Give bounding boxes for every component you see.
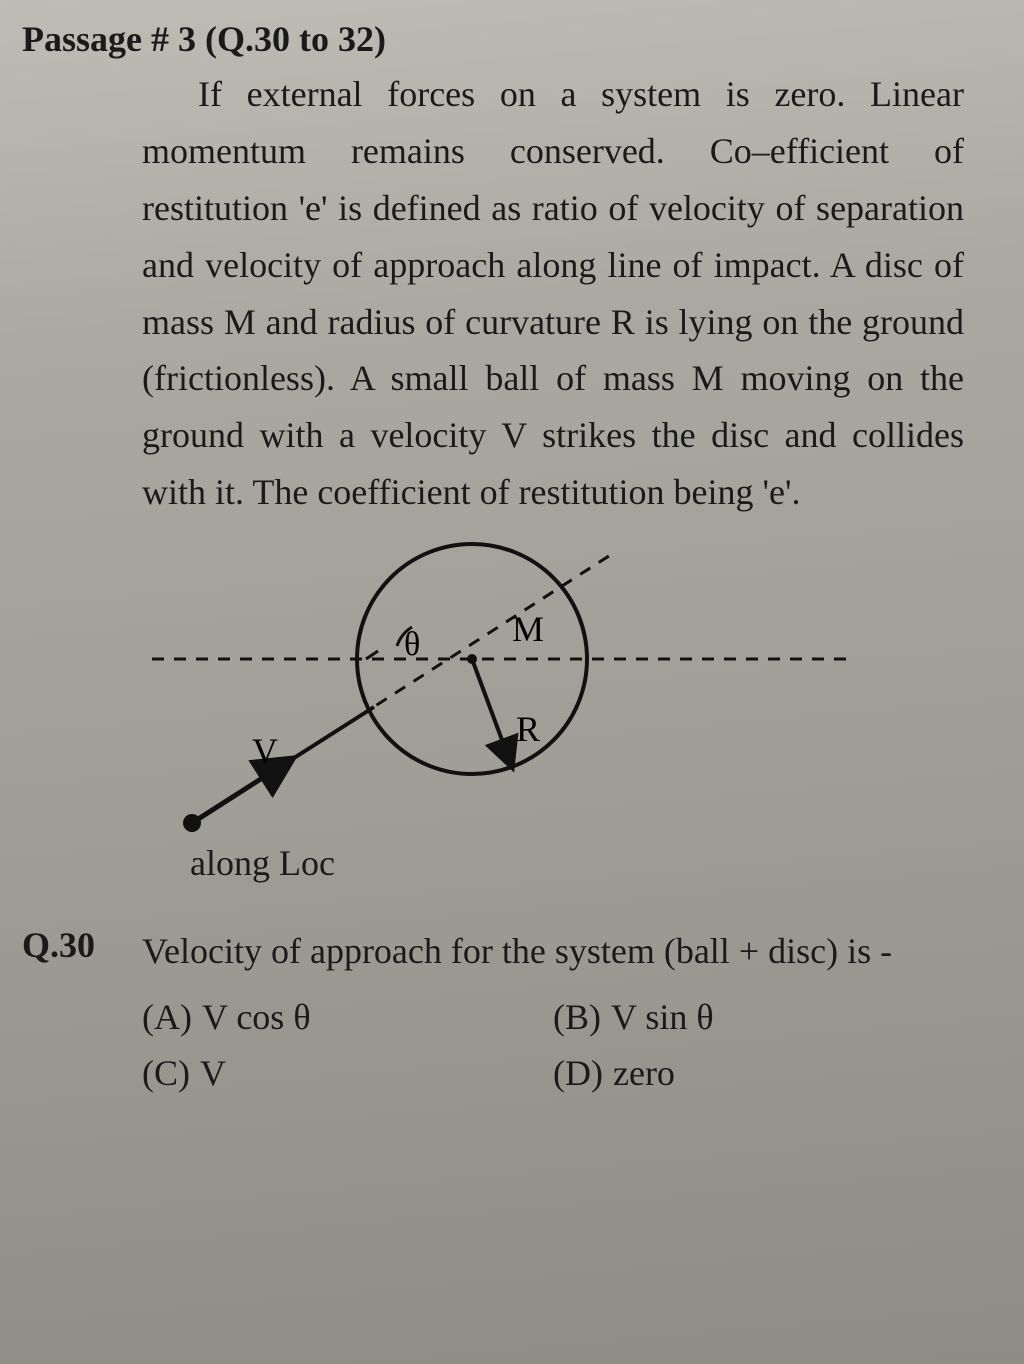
option-C-label: (C) [142,1052,190,1094]
passage-title: Passage # 3 (Q.30 to 32) [22,18,964,60]
option-A-label: (A) [142,996,192,1038]
option-C[interactable]: (C) V [142,1052,553,1094]
option-A-text: V cos θ [202,996,311,1038]
option-D-text: zero [613,1052,675,1094]
option-C-text: V [200,1052,226,1094]
option-B-label: (B) [553,996,601,1038]
page-root: { "passage": { "title": "Passage # 3 (Q.… [0,0,1024,1364]
question-number: Q.30 [22,924,142,980]
collision-figure: θ M R V along Loc [142,529,964,884]
option-B-text: V sin θ [611,996,714,1038]
theta-label: θ [404,626,420,663]
velocity-V-label: V [252,731,278,771]
mass-M-label: M [512,609,544,649]
collision-figure-svg: θ M R V [142,529,862,839]
radius-R-label: R [516,709,540,749]
figure-caption: along Loc [190,842,964,884]
option-D-label: (D) [553,1052,603,1094]
radius-line [472,659,512,767]
question-row: Q.30 Velocity of approach for the system… [22,924,964,980]
option-D[interactable]: (D) zero [553,1052,964,1094]
question-text: Velocity of approach for the system (bal… [142,924,892,980]
option-B[interactable]: (B) V sin θ [553,996,964,1038]
option-A[interactable]: (A) V cos θ [142,996,553,1038]
passage-body: If external forces on a system is zero. … [142,66,964,521]
options-grid: (A) V cos θ (B) V sin θ (C) V (D) zero [142,996,964,1094]
